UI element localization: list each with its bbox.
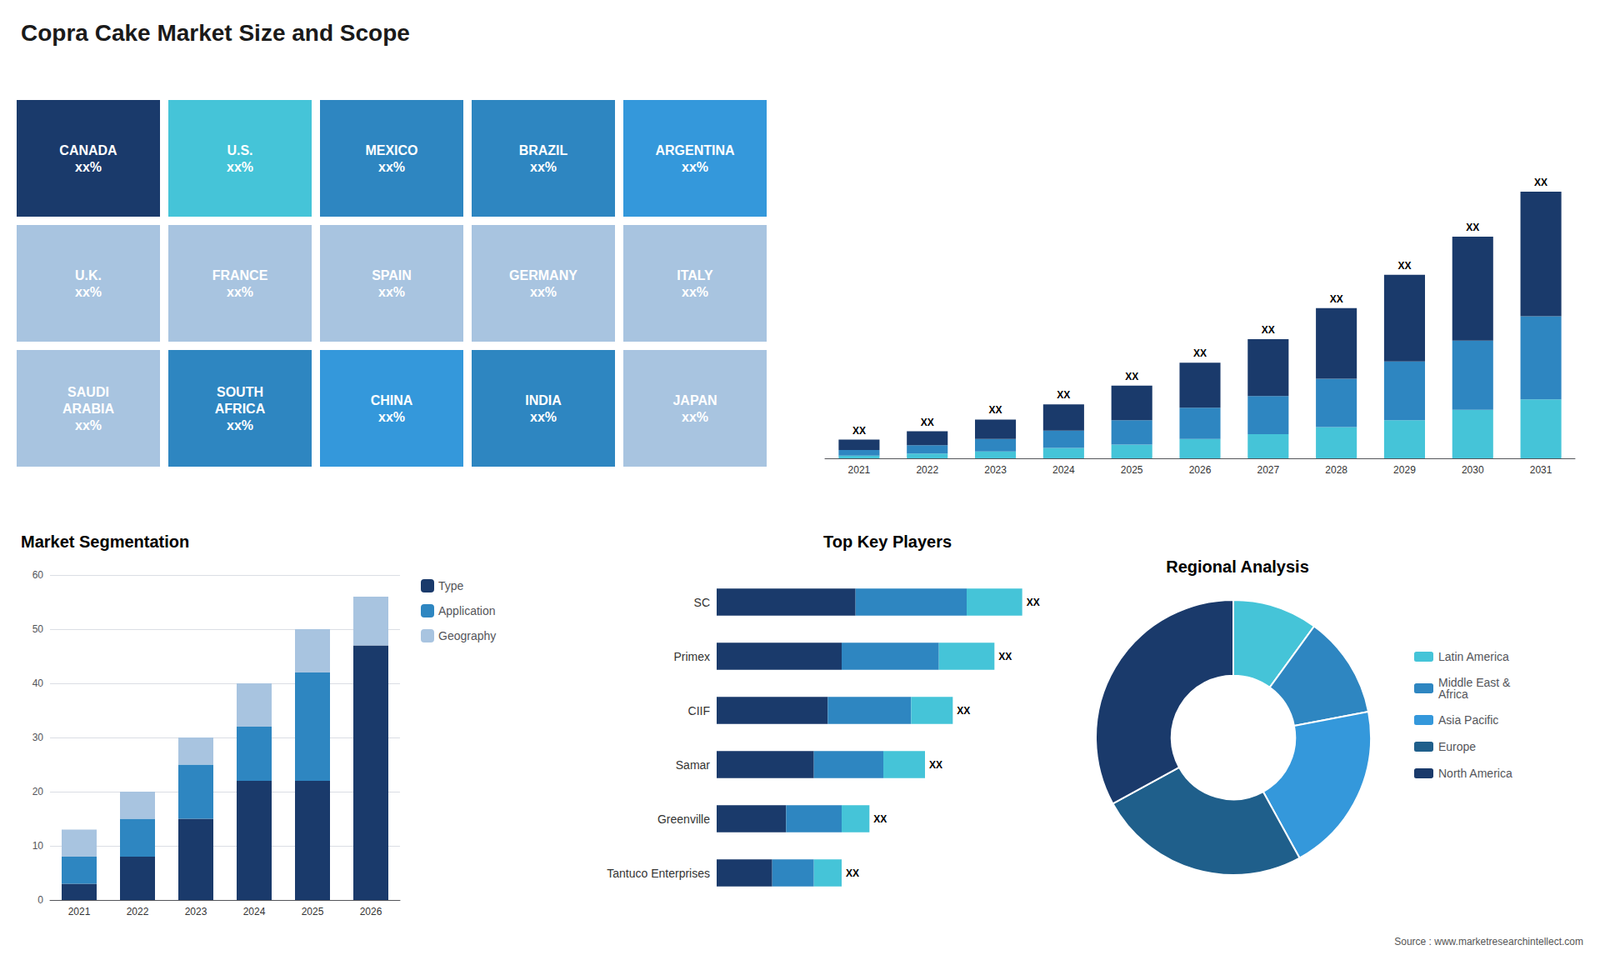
svg-text:2022: 2022 <box>126 905 150 918</box>
svg-text:SC: SC <box>694 595 710 610</box>
svg-text:XX: XX <box>920 416 935 429</box>
svg-text:Primex: Primex <box>673 650 710 664</box>
svg-text:BRAZIL: BRAZIL <box>519 143 569 158</box>
svg-text:50: 50 <box>32 623 45 635</box>
svg-text:2021: 2021 <box>848 464 871 476</box>
svg-text:xx%: xx% <box>530 285 557 300</box>
svg-text:ITALY: ITALY <box>676 268 714 283</box>
svg-text:xx%: xx% <box>530 160 557 175</box>
svg-text:XX: XX <box>989 404 1003 416</box>
svg-text:CIIF: CIIF <box>688 704 710 718</box>
svg-text:SAUDI: SAUDI <box>67 385 110 400</box>
svg-text:XX: XX <box>1534 176 1548 189</box>
svg-text:Samar: Samar <box>675 758 711 772</box>
svg-text:Market Segmentation: Market Segmentation <box>20 532 190 551</box>
svg-text:2031: 2031 <box>1530 464 1553 476</box>
svg-text:xx%: xx% <box>681 410 709 425</box>
svg-text:SPAIN: SPAIN <box>371 268 412 283</box>
svg-text:Asia Pacific: Asia Pacific <box>1438 713 1499 727</box>
svg-text:2030: 2030 <box>1461 464 1485 476</box>
svg-text:xx%: xx% <box>681 160 709 175</box>
svg-text:U.K.: U.K. <box>75 268 102 283</box>
svg-text:XX: XX <box>1330 293 1344 305</box>
svg-text:XX: XX <box>1026 596 1040 609</box>
svg-text:FRANCE: FRANCE <box>212 268 269 283</box>
svg-text:2024: 2024 <box>1052 464 1075 476</box>
svg-text:XX: XX <box>852 425 866 437</box>
svg-text:ARABIA: ARABIA <box>62 401 115 416</box>
svg-text:Regional Analysis: Regional Analysis <box>1165 557 1310 576</box>
svg-text:xx%: xx% <box>75 160 102 175</box>
svg-text:MEXICO: MEXICO <box>365 143 418 158</box>
svg-text:INDIA: INDIA <box>525 393 562 408</box>
svg-text:xx%: xx% <box>75 285 102 300</box>
svg-text:SOUTH: SOUTH <box>216 385 264 400</box>
svg-text:XX: XX <box>1056 389 1070 401</box>
svg-text:U.S.: U.S. <box>226 143 253 158</box>
svg-text:Latin America: Latin America <box>1438 650 1510 664</box>
svg-text:2024: 2024 <box>243 905 266 918</box>
svg-text:Greenville: Greenville <box>657 812 710 826</box>
svg-text:XX: XX <box>1397 260 1411 272</box>
svg-text:Application: Application <box>438 604 496 618</box>
svg-text:2028: 2028 <box>1325 464 1348 476</box>
svg-text:Type: Type <box>438 579 465 593</box>
svg-text:2023: 2023 <box>185 905 208 918</box>
svg-text:Africa: Africa <box>1438 687 1469 701</box>
svg-text:Copra Cake Market Size and Sco: Copra Cake Market Size and Scope <box>20 20 410 46</box>
svg-text:xx%: xx% <box>226 285 254 300</box>
svg-text:Middle East &: Middle East & <box>1438 675 1511 690</box>
svg-text:xx%: xx% <box>226 418 254 433</box>
svg-text:2023: 2023 <box>984 464 1007 476</box>
svg-text:2029: 2029 <box>1393 464 1416 476</box>
svg-text:XX: XX <box>956 705 970 717</box>
svg-text:GERMANY: GERMANY <box>509 268 578 283</box>
svg-text:xx%: xx% <box>378 410 405 425</box>
svg-text:XX: XX <box>845 867 860 880</box>
svg-text:2021: 2021 <box>68 905 91 918</box>
svg-text:xx%: xx% <box>226 160 254 175</box>
svg-text:XX: XX <box>873 813 887 825</box>
svg-text:Europe: Europe <box>1438 740 1476 754</box>
svg-text:2022: 2022 <box>915 464 939 476</box>
svg-text:2026: 2026 <box>1189 464 1212 476</box>
svg-text:AFRICA: AFRICA <box>215 401 266 416</box>
svg-text:xx%: xx% <box>378 285 405 300</box>
svg-text:xx%: xx% <box>530 410 557 425</box>
svg-text:xx%: xx% <box>681 285 709 300</box>
svg-text:Geography: Geography <box>438 629 496 643</box>
svg-text:ARGENTINA: ARGENTINA <box>655 143 735 158</box>
svg-text:10: 10 <box>32 840 45 852</box>
svg-text:2025: 2025 <box>1120 464 1144 476</box>
svg-text:Top Key Players: Top Key Players <box>823 532 952 551</box>
svg-text:Tantuco Enterprises: Tantuco Enterprises <box>606 866 710 880</box>
svg-text:0: 0 <box>37 894 44 906</box>
svg-text:2026: 2026 <box>360 905 383 918</box>
svg-text:xx%: xx% <box>378 160 405 175</box>
svg-text:XX: XX <box>929 759 943 771</box>
svg-text:Source : www.marketresearchint: Source : www.marketresearchintellect.com <box>1394 935 1584 948</box>
svg-text:CANADA: CANADA <box>59 143 118 158</box>
svg-text:40: 40 <box>32 677 45 690</box>
svg-text:2027: 2027 <box>1256 464 1280 476</box>
svg-text:30: 30 <box>32 731 45 744</box>
svg-text:XX: XX <box>998 650 1012 663</box>
svg-text:North America: North America <box>1438 766 1513 780</box>
svg-text:XX: XX <box>1193 347 1207 360</box>
svg-text:60: 60 <box>32 569 45 581</box>
svg-text:XX: XX <box>1125 370 1139 383</box>
svg-text:JAPAN: JAPAN <box>672 393 717 408</box>
svg-text:xx%: xx% <box>75 418 102 433</box>
svg-text:XX: XX <box>1465 221 1480 234</box>
svg-text:20: 20 <box>32 785 45 798</box>
svg-text:2025: 2025 <box>301 905 325 918</box>
svg-text:CHINA: CHINA <box>370 393 414 408</box>
svg-text:XX: XX <box>1261 324 1275 336</box>
